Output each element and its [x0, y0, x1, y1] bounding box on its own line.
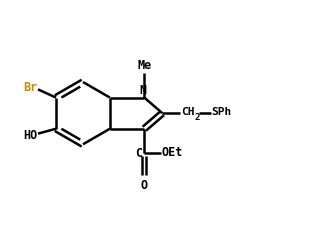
Text: O: O — [141, 179, 148, 192]
Text: OEt: OEt — [162, 146, 183, 159]
Text: SPh: SPh — [211, 107, 232, 117]
Text: 2: 2 — [195, 112, 200, 122]
Text: N: N — [139, 84, 146, 97]
Text: Br: Br — [23, 81, 37, 94]
Text: CH: CH — [181, 107, 194, 117]
Text: Me: Me — [137, 59, 152, 72]
Text: HO: HO — [23, 129, 37, 142]
Text: C: C — [136, 147, 143, 160]
